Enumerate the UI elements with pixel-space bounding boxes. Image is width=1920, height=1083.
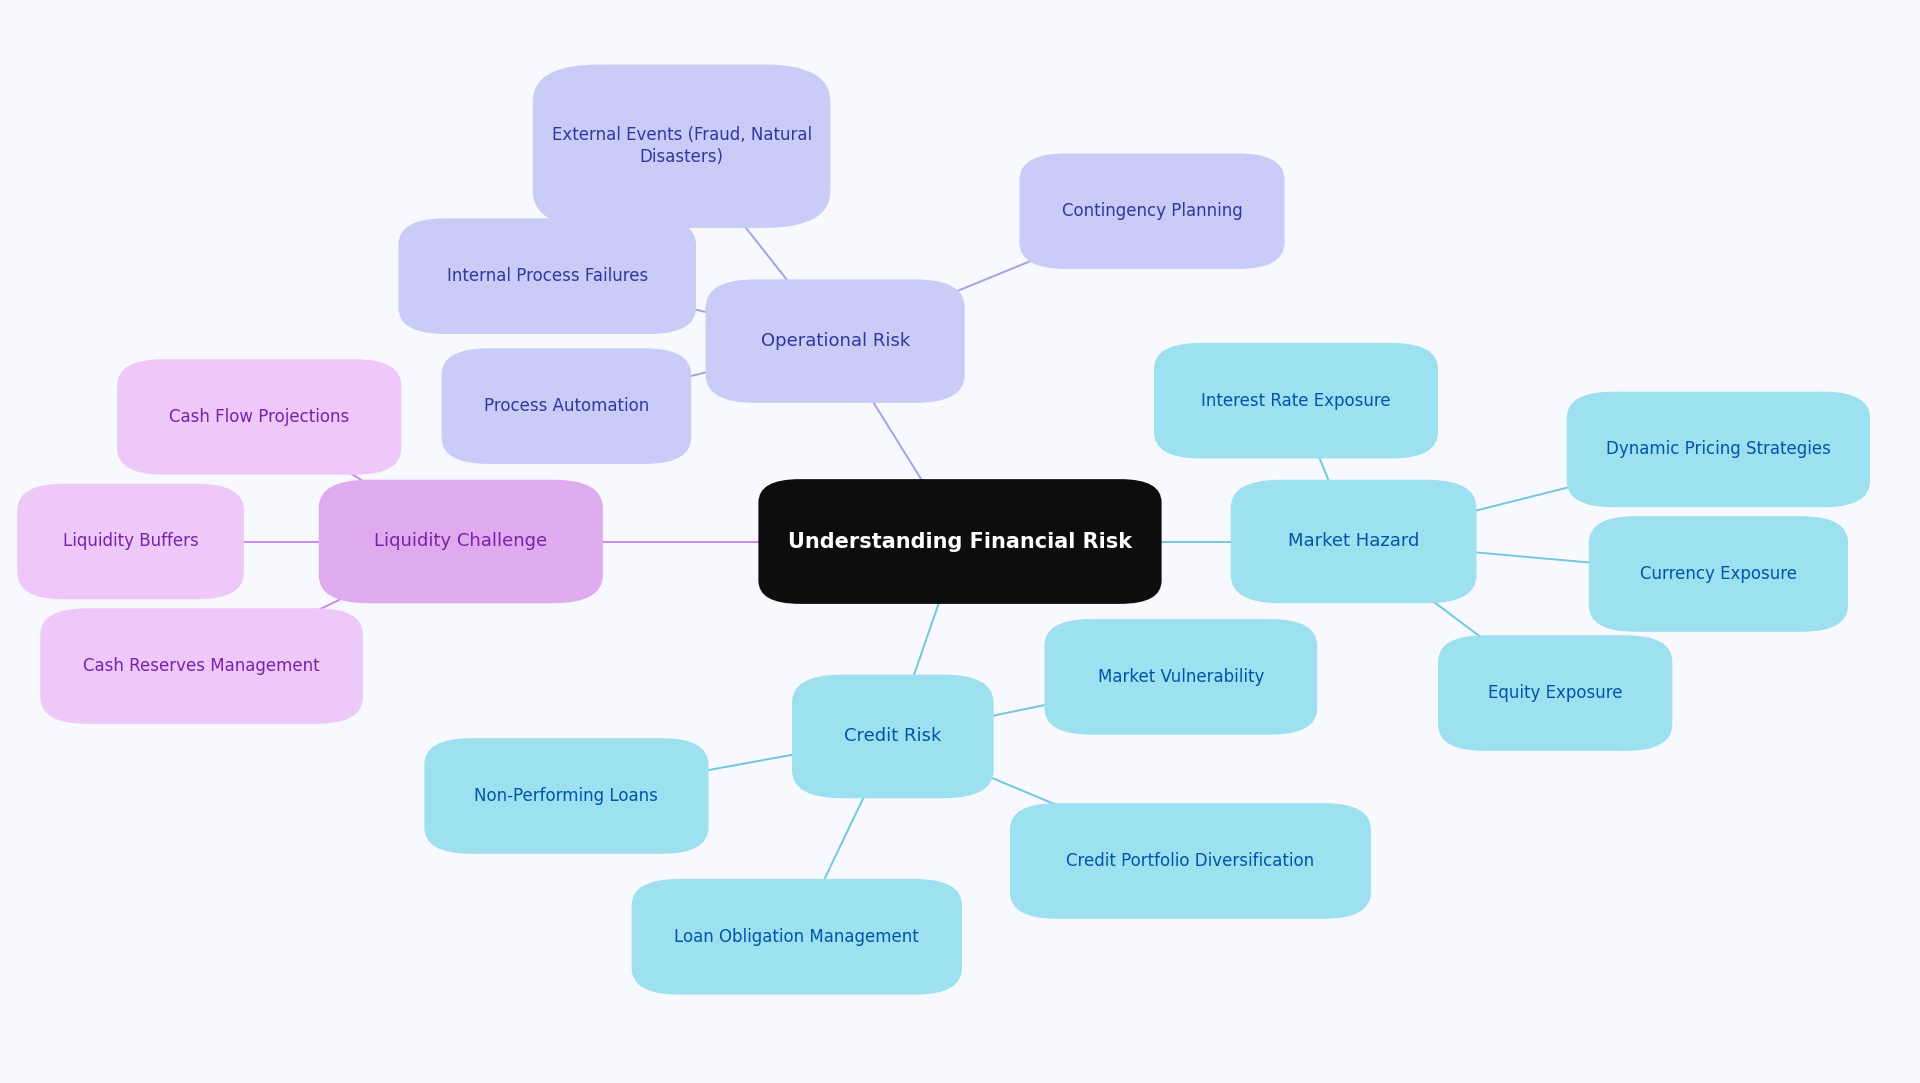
Text: Cash Reserves Management: Cash Reserves Management xyxy=(83,657,321,675)
Text: Market Hazard: Market Hazard xyxy=(1288,533,1419,550)
Text: Operational Risk: Operational Risk xyxy=(760,332,910,350)
Text: Liquidity Buffers: Liquidity Buffers xyxy=(63,533,198,550)
Text: Understanding Financial Risk: Understanding Financial Risk xyxy=(787,532,1133,551)
Text: Liquidity Challenge: Liquidity Challenge xyxy=(374,533,547,550)
Text: Process Automation: Process Automation xyxy=(484,397,649,415)
FancyBboxPatch shape xyxy=(1154,343,1438,458)
FancyBboxPatch shape xyxy=(424,739,708,853)
FancyBboxPatch shape xyxy=(17,484,244,599)
FancyBboxPatch shape xyxy=(532,65,829,227)
Text: Dynamic Pricing Strategies: Dynamic Pricing Strategies xyxy=(1605,441,1832,458)
FancyBboxPatch shape xyxy=(117,360,401,474)
FancyBboxPatch shape xyxy=(1438,636,1672,751)
FancyBboxPatch shape xyxy=(1567,392,1870,507)
FancyBboxPatch shape xyxy=(397,219,695,334)
Text: Currency Exposure: Currency Exposure xyxy=(1640,565,1797,583)
Text: Credit Portfolio Diversification: Credit Portfolio Diversification xyxy=(1066,852,1315,870)
FancyBboxPatch shape xyxy=(1010,804,1371,918)
Text: Cash Flow Projections: Cash Flow Projections xyxy=(169,408,349,426)
FancyBboxPatch shape xyxy=(319,480,603,603)
FancyBboxPatch shape xyxy=(40,609,363,723)
FancyBboxPatch shape xyxy=(632,879,962,994)
Text: Market Vulnerability: Market Vulnerability xyxy=(1098,668,1263,686)
FancyBboxPatch shape xyxy=(758,479,1162,604)
FancyBboxPatch shape xyxy=(793,675,995,798)
FancyBboxPatch shape xyxy=(1020,154,1284,269)
Text: Credit Risk: Credit Risk xyxy=(845,728,941,745)
Text: Loan Obligation Management: Loan Obligation Management xyxy=(674,928,920,945)
FancyBboxPatch shape xyxy=(707,279,964,403)
Text: Internal Process Failures: Internal Process Failures xyxy=(447,268,647,285)
Text: Equity Exposure: Equity Exposure xyxy=(1488,684,1622,702)
Text: Non-Performing Loans: Non-Performing Loans xyxy=(474,787,659,805)
Text: Contingency Planning: Contingency Planning xyxy=(1062,203,1242,220)
FancyBboxPatch shape xyxy=(442,349,691,464)
FancyBboxPatch shape xyxy=(1590,517,1847,631)
Text: External Events (Fraud, Natural
Disasters): External Events (Fraud, Natural Disaster… xyxy=(551,126,812,167)
Text: Interest Rate Exposure: Interest Rate Exposure xyxy=(1202,392,1390,409)
FancyBboxPatch shape xyxy=(1231,480,1476,603)
FancyBboxPatch shape xyxy=(1044,619,1317,734)
